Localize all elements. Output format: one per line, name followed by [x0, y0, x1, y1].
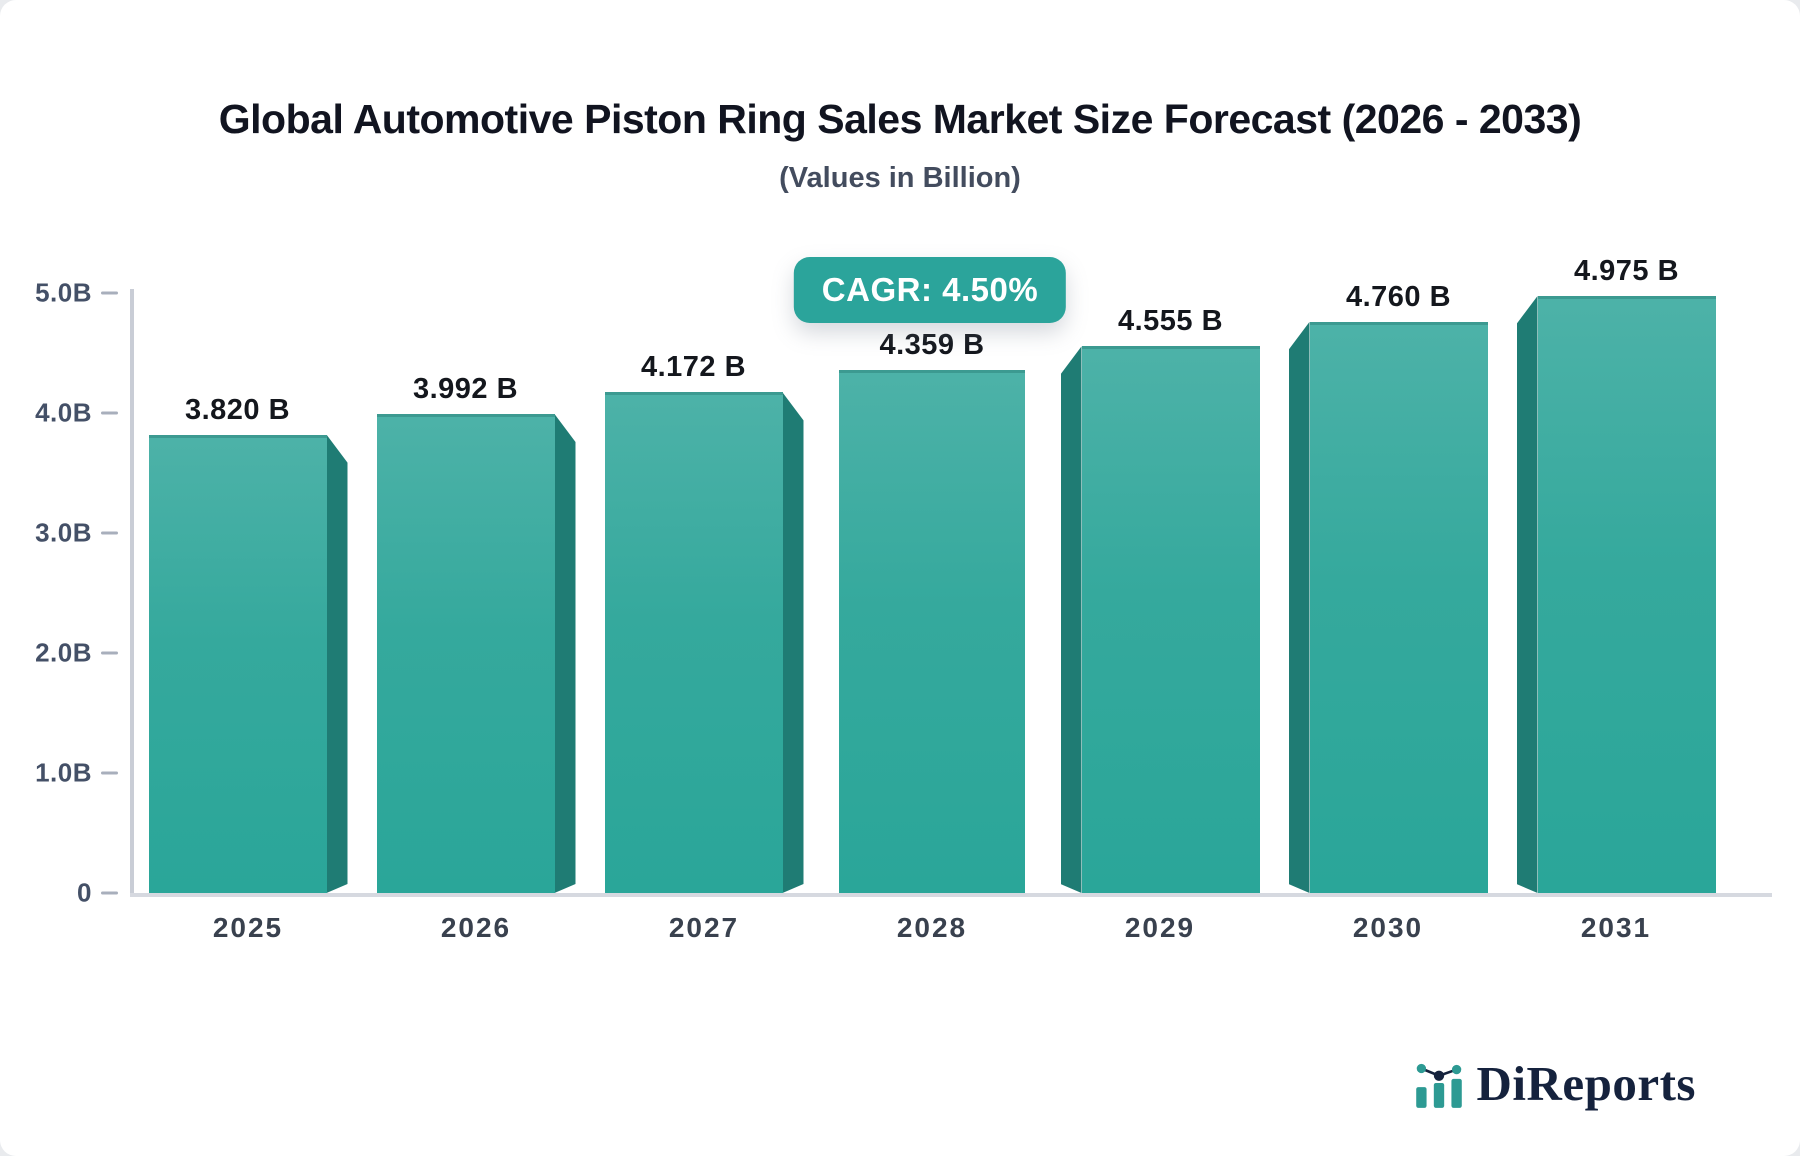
bar-chart-trend-icon [1416, 1063, 1463, 1108]
bar-value-label-2031: 4.975 B [1573, 255, 1680, 287]
y-tick-label: 3.0B [35, 517, 92, 548]
bar-side-face [327, 435, 348, 893]
bar-value-label-2027: 4.172 B [640, 351, 747, 384]
x-axis-line [130, 893, 1772, 897]
cagr-badge: CAGR: 4.50% [793, 257, 1067, 323]
bar-group-2025: 3.820 B [134, 293, 362, 893]
x-axis-labels: 2025 2026 2027 2028 2029 2030 2031 [130, 912, 1730, 944]
bar-face-2025[interactable] [148, 434, 327, 893]
page-subtitle: (Values in Billion) [779, 162, 1021, 194]
direports-logo[interactable]: DiReports [1410, 1054, 1696, 1112]
y-tick-mark [101, 411, 118, 415]
bar-group-2029: 4.555 B [1046, 293, 1274, 893]
bar-face-2027[interactable] [604, 392, 783, 893]
x-axis-label-2029: 2029 [1124, 912, 1196, 943]
logo-text: DiReports [1476, 1055, 1696, 1111]
bar-group-2027: 4.172 B [590, 293, 818, 893]
bar-group-2030: 4.760 B [1274, 281, 1502, 893]
page-title: Global Automotive Piston Ring Sales Mark… [218, 96, 1582, 142]
bar-series: 3.820 B 3.992 B 4.172 B 4.359 B 4.555 B 4.760… [130, 255, 1730, 893]
bar-2030[interactable]: 4.760 B [1289, 281, 1488, 893]
bar-value-label-2026: 3.992 B [412, 372, 519, 405]
bar-side-face [555, 414, 576, 893]
y-tick-mark [101, 651, 118, 655]
x-axis-label-2025: 2025 [212, 912, 284, 943]
y-tick-mark [101, 771, 118, 775]
bar-2027[interactable]: 4.172 B [604, 351, 804, 893]
bar-2029[interactable]: 4.555 B [1061, 305, 1260, 893]
bar-face-2026[interactable] [376, 413, 555, 893]
bar-side-face [1289, 322, 1310, 893]
x-axis-label-2026: 2026 [440, 912, 512, 943]
y-tick-label: 0 [77, 877, 92, 908]
bar-value-label-2029: 4.555 B [1117, 305, 1224, 338]
y-axis: 0 1.0B 2.0B 3.0B 4.0B 5.0B [0, 278, 130, 908]
y-tick-mark [101, 291, 118, 295]
y-tick-label: 4.0B [35, 397, 92, 428]
x-axis-label-2031: 2031 [1580, 912, 1652, 943]
bar-face-2030[interactable] [1309, 321, 1488, 893]
y-tick-label: 5.0B [35, 277, 92, 308]
bar-face-2028[interactable] [839, 369, 1025, 893]
bar-group-2028: 4.359 B [818, 293, 1046, 893]
x-axis-label-2028: 2028 [896, 912, 968, 943]
bar-2025[interactable]: 3.820 B [148, 394, 348, 893]
bar-face-2029[interactable] [1081, 346, 1260, 893]
bar-side-face [1517, 296, 1538, 893]
y-axis-line [130, 289, 134, 893]
bar-2031[interactable]: 4.975 B [1517, 255, 1716, 893]
y-tick-mark [101, 531, 118, 535]
x-axis-label-2030: 2030 [1352, 912, 1424, 943]
bar-group-2031: 4.975 B [1502, 255, 1730, 893]
bar-group-2026: 3.992 B [362, 293, 590, 893]
y-tick-mark [101, 891, 118, 895]
bar-side-face [1061, 346, 1082, 893]
bar-face-2031[interactable] [1537, 296, 1716, 893]
bar-2026[interactable]: 3.992 B [376, 373, 576, 893]
bar-side-face [783, 392, 804, 893]
bar-value-label-2030: 4.760 B [1345, 280, 1452, 313]
y-tick-label: 1.0B [35, 757, 92, 788]
y-tick-label: 2.0B [35, 637, 92, 668]
plot-area: 3.820 B 3.992 B 4.172 B 4.359 B 4.555 B 4.760… [130, 255, 1772, 897]
bar-2028[interactable]: 4.359 B [839, 329, 1025, 893]
bar-value-label-2025: 3.820 B [184, 393, 291, 426]
bar-value-label-2028: 4.359 B [879, 328, 985, 361]
x-axis-label-2027: 2027 [668, 912, 740, 943]
